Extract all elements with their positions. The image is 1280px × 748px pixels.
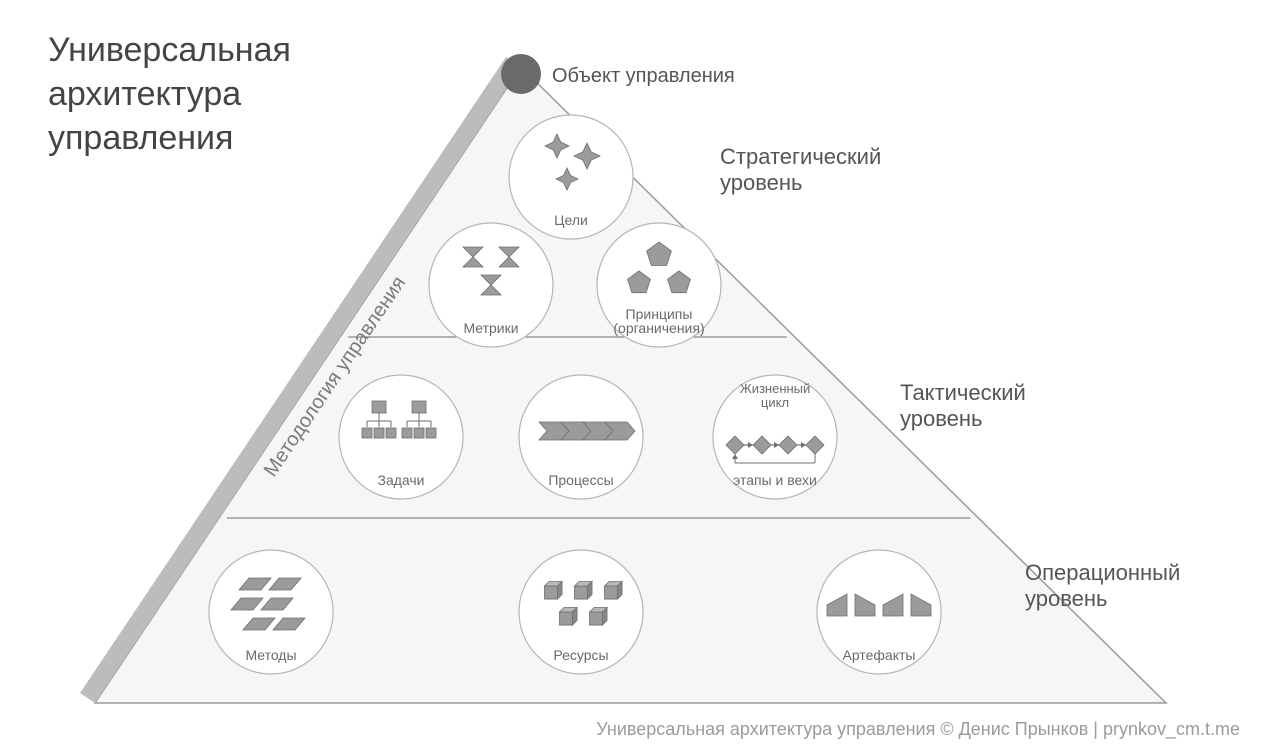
svg-text:цикл: цикл [761, 395, 789, 410]
svg-text:Методы: Методы [245, 647, 296, 663]
svg-text:Объект управления: Объект управления [552, 65, 735, 87]
svg-text:Задачи: Задачи [377, 472, 424, 488]
svg-text:Процессы: Процессы [548, 472, 613, 488]
svg-text:Жизненный: Жизненный [740, 381, 811, 396]
svg-text:Тактический: Тактический [900, 380, 1026, 405]
svg-text:Операционный: Операционный [1025, 560, 1180, 585]
svg-text:уровень: уровень [900, 406, 983, 431]
node-metrics: Метрики [429, 223, 553, 347]
svg-text:Цели: Цели [554, 212, 588, 228]
svg-text:Ресурсы: Ресурсы [553, 647, 608, 663]
svg-text:уровень: уровень [720, 170, 803, 195]
diagram-stage: Универсальная архитектура управления Объ… [0, 0, 1280, 748]
svg-text:этапы и вехи: этапы и вехи [733, 472, 817, 488]
node-tasks: Задачи [339, 375, 463, 499]
footer-text: Универсальная архитектура управления © Д… [0, 719, 1240, 740]
node-lifecycle: Жизненныйцикл этапы и вехи [713, 375, 837, 499]
svg-text:Артефакты: Артефакты [843, 647, 916, 663]
node-processes: Процессы [519, 375, 643, 499]
svg-text:уровень: уровень [1025, 586, 1108, 611]
svg-text:(органичения): (органичения) [613, 320, 704, 336]
node-principles: Принципы(органичения) [597, 223, 721, 347]
node-artifacts: Артефакты [817, 550, 941, 674]
svg-text:Стратегический: Стратегический [720, 144, 881, 169]
diagram-svg: Объект управленияМетодология управленияС… [0, 0, 1280, 748]
node-goals: Цели [509, 115, 633, 239]
svg-text:Метрики: Метрики [463, 320, 518, 336]
node-methods: Методы [209, 550, 333, 674]
node-resources: Ресурсы [519, 550, 643, 674]
